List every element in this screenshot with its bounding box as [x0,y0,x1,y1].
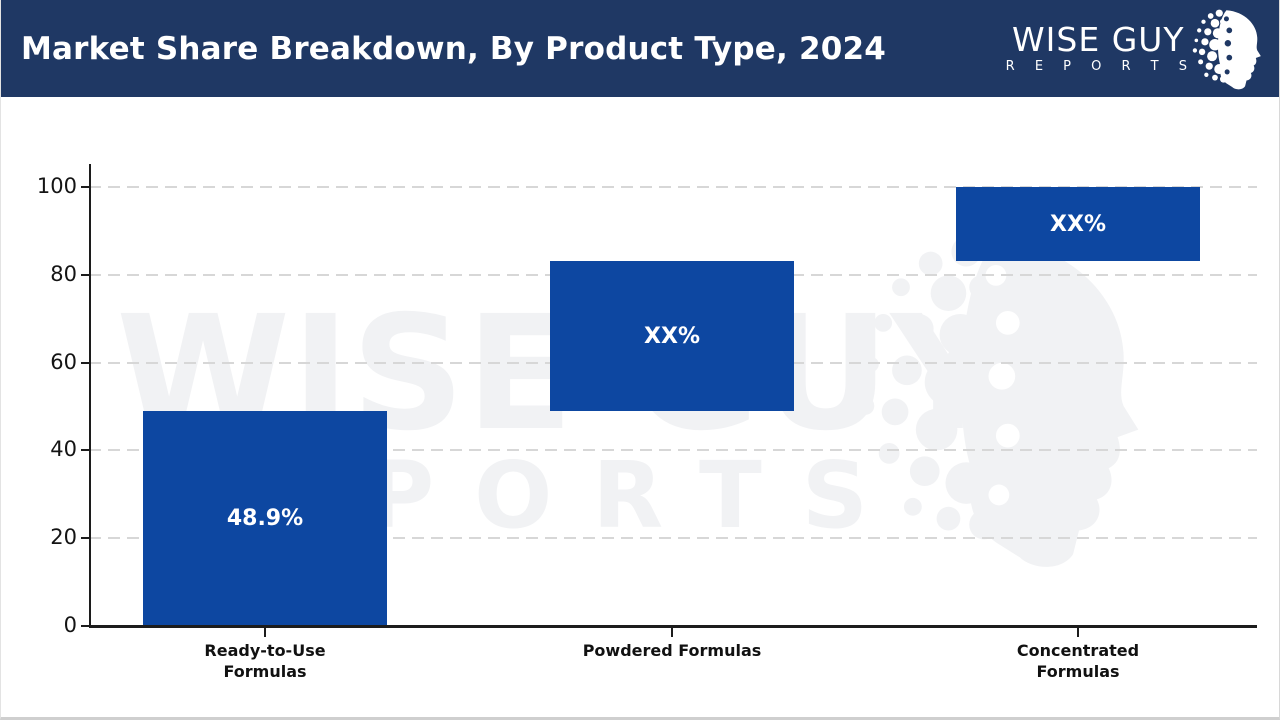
gridline-y-20 [89,537,1257,540]
y-tick-60 [81,361,89,364]
bar-value-label: XX% [1050,211,1106,237]
brand-subtitle: R E P O R T S [1005,59,1195,74]
brand-name: WISE GUY [1012,20,1185,59]
x-tick-ready-to-use-formulas [264,628,266,637]
y-tick-label-40: 40 [50,437,77,462]
y-tick-40 [81,449,89,452]
y-tick-label-0: 0 [63,613,77,637]
y-tick-label-80: 80 [50,261,77,286]
bar-value-label: 48.9% [226,506,304,532]
bar-concentrated-formulas: XX% [956,187,1200,262]
watermark-dotted-head-icon [856,236,1139,567]
category-label-ready-to-use-formulas: Ready-to-Use Formulas [204,641,326,681]
brand-logo: WISE GUY R E P O R T S [1002,0,1271,97]
gridline-y-100 [89,186,1257,188]
category-label-powdered-formulas: Powdered Formulas [582,641,762,660]
y-tick-0 [81,625,89,627]
brand-logo-text: WISE GUY R E P O R T S [1002,20,1195,75]
x-axis-line [89,625,1257,628]
page-title: Market Share Breakdown, By Product Type,… [21,30,887,67]
y-tick-label-100: 100 [36,174,77,198]
y-tick-20 [81,537,89,540]
category-label-concentrated-formulas: Concentrated Formulas [1016,641,1140,681]
bar-ready-to-use-formulas: 48.9% [143,411,387,626]
header-bar: Market Share Breakdown, By Product Type,… [1,0,1279,97]
x-tick-concentrated-formulas [1077,628,1079,637]
y-tick-80 [81,273,89,276]
gridline-y-40 [89,449,1257,452]
y-tick-100 [81,186,89,188]
y-tick-label-60: 60 [50,349,77,374]
y-tick-label-20: 20 [50,525,77,550]
x-tick-powdered-formulas [671,628,673,637]
y-axis-line [89,164,91,628]
bar-value-label: XX% [644,323,700,349]
dotted-head-logo-icon [1192,9,1261,89]
bar-powdered-formulas: XX% [550,261,794,412]
